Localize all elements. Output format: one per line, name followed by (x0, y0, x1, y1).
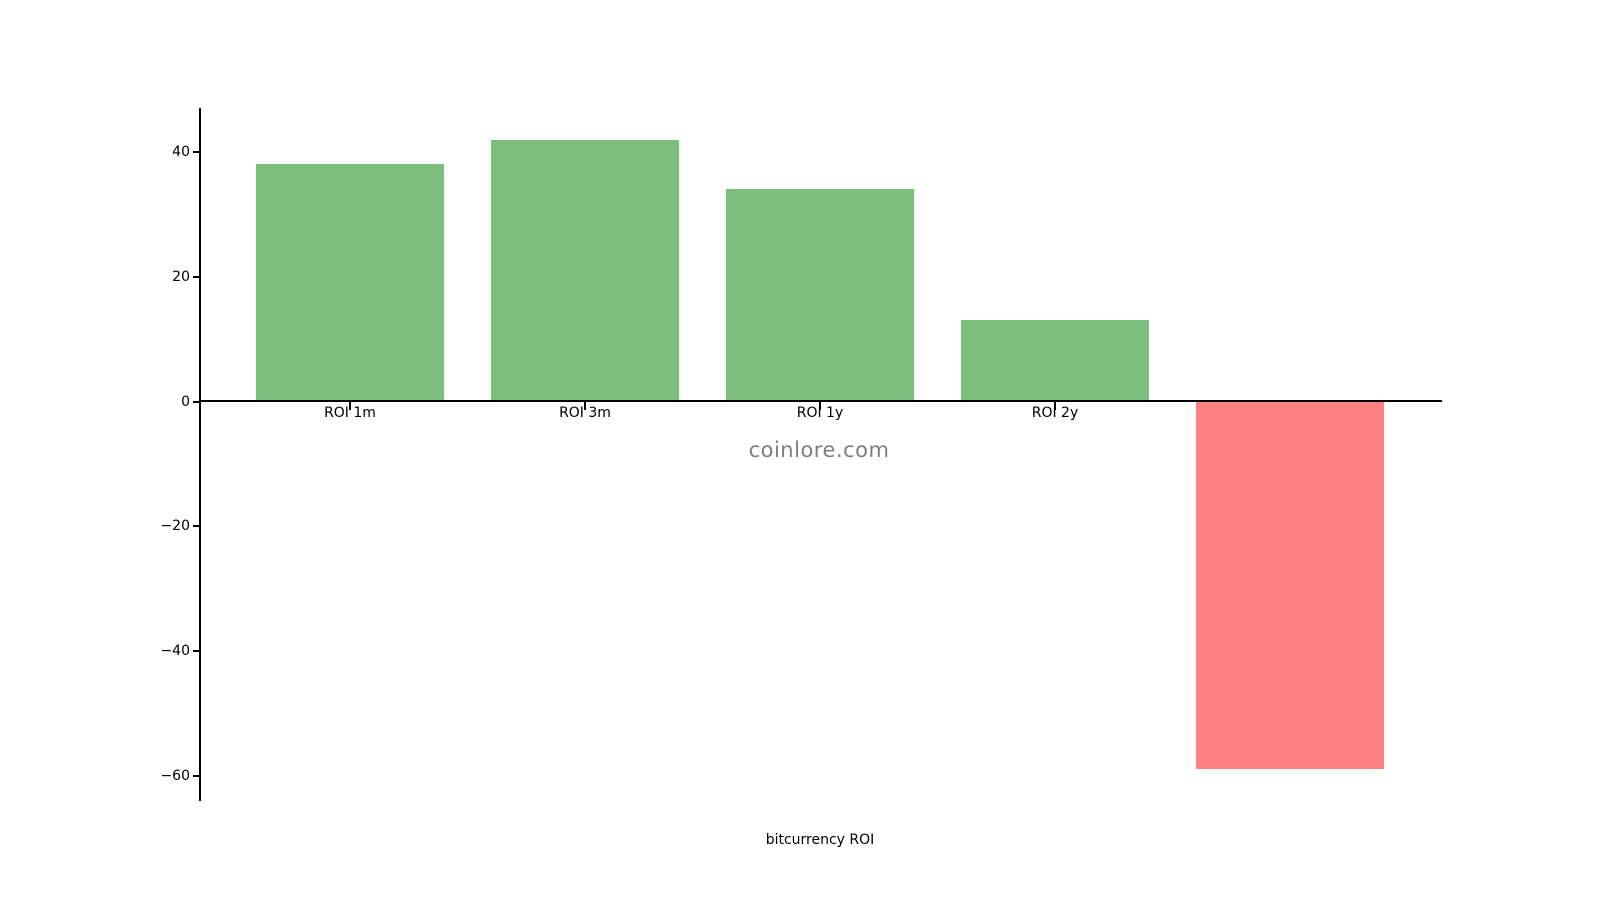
bar-roi-2y (961, 320, 1149, 402)
y-tick-mark (193, 275, 200, 278)
y-axis-line (199, 108, 201, 801)
y-tick-mark (193, 774, 200, 777)
x-tick-mark (349, 401, 351, 410)
bar-roi-1y (726, 189, 914, 402)
bar-roi-3m (491, 139, 679, 402)
bar-unlabeled (1196, 401, 1384, 770)
y-tick-mark (193, 400, 200, 403)
x-tick-label: ROI 1m (324, 404, 376, 421)
y-tick-label: 40 (172, 144, 190, 161)
x-tick-label: ROI 2y (1031, 404, 1079, 421)
y-tick-mark (193, 525, 200, 528)
x-tick-label: ROI 1y (796, 404, 844, 421)
x-tick-mark (584, 401, 586, 410)
watermark-text: coinlore.com (748, 438, 890, 462)
y-tick-mark (193, 151, 200, 154)
y-tick-label: −20 (160, 518, 190, 535)
y-tick-label: −40 (160, 642, 190, 659)
x-tick-mark (1054, 401, 1056, 410)
x-axis-zero-line (199, 400, 1442, 402)
y-tick-mark (193, 649, 200, 652)
y-tick-label: 20 (172, 268, 190, 285)
y-tick-label: −60 (160, 767, 190, 784)
bar-roi-1m (256, 164, 444, 402)
x-tick-mark (819, 401, 821, 410)
x-tick-label: ROI 3m (559, 404, 611, 421)
y-tick-label: 0 (181, 393, 190, 410)
x-axis-title: bitcurrency ROI (765, 832, 875, 848)
